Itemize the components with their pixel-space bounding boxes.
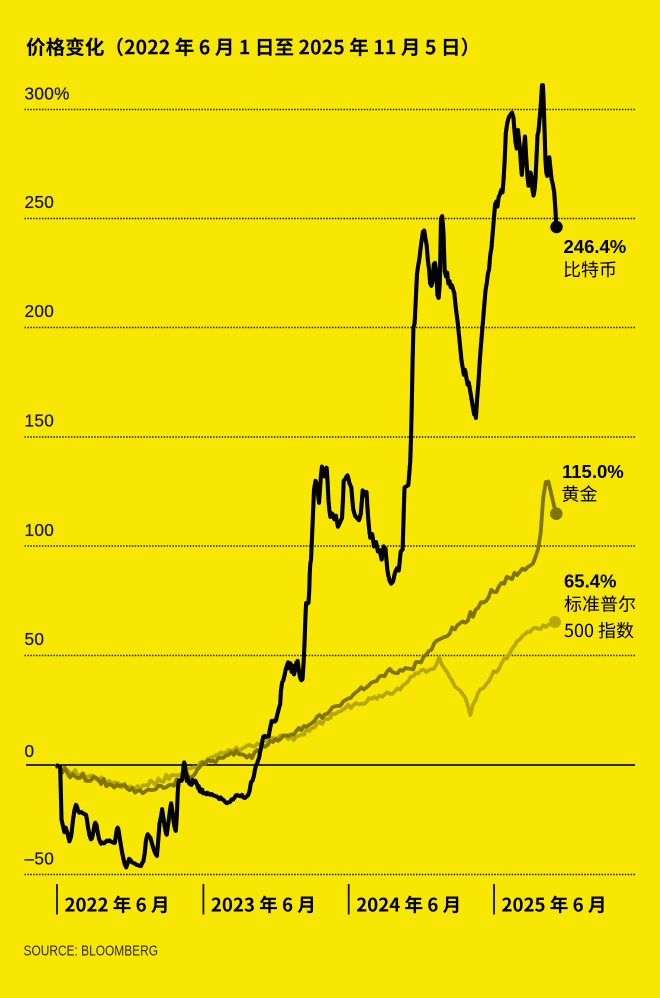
svg-text:–50: –50 xyxy=(25,849,55,869)
svg-text:65.4%: 65.4% xyxy=(564,570,616,591)
svg-text:246.4%: 246.4% xyxy=(564,236,627,257)
svg-text:SOURCE: BLOOMBERG: SOURCE: BLOOMBERG xyxy=(24,943,159,960)
svg-text:115.0%: 115.0% xyxy=(562,461,624,482)
svg-text:200: 200 xyxy=(25,301,55,321)
svg-text:150: 150 xyxy=(25,411,55,431)
svg-text:100: 100 xyxy=(25,520,55,540)
svg-text:250: 250 xyxy=(25,192,55,212)
svg-text:300%: 300% xyxy=(25,84,70,104)
svg-text:50: 50 xyxy=(25,629,45,649)
svg-text:0: 0 xyxy=(25,741,35,761)
